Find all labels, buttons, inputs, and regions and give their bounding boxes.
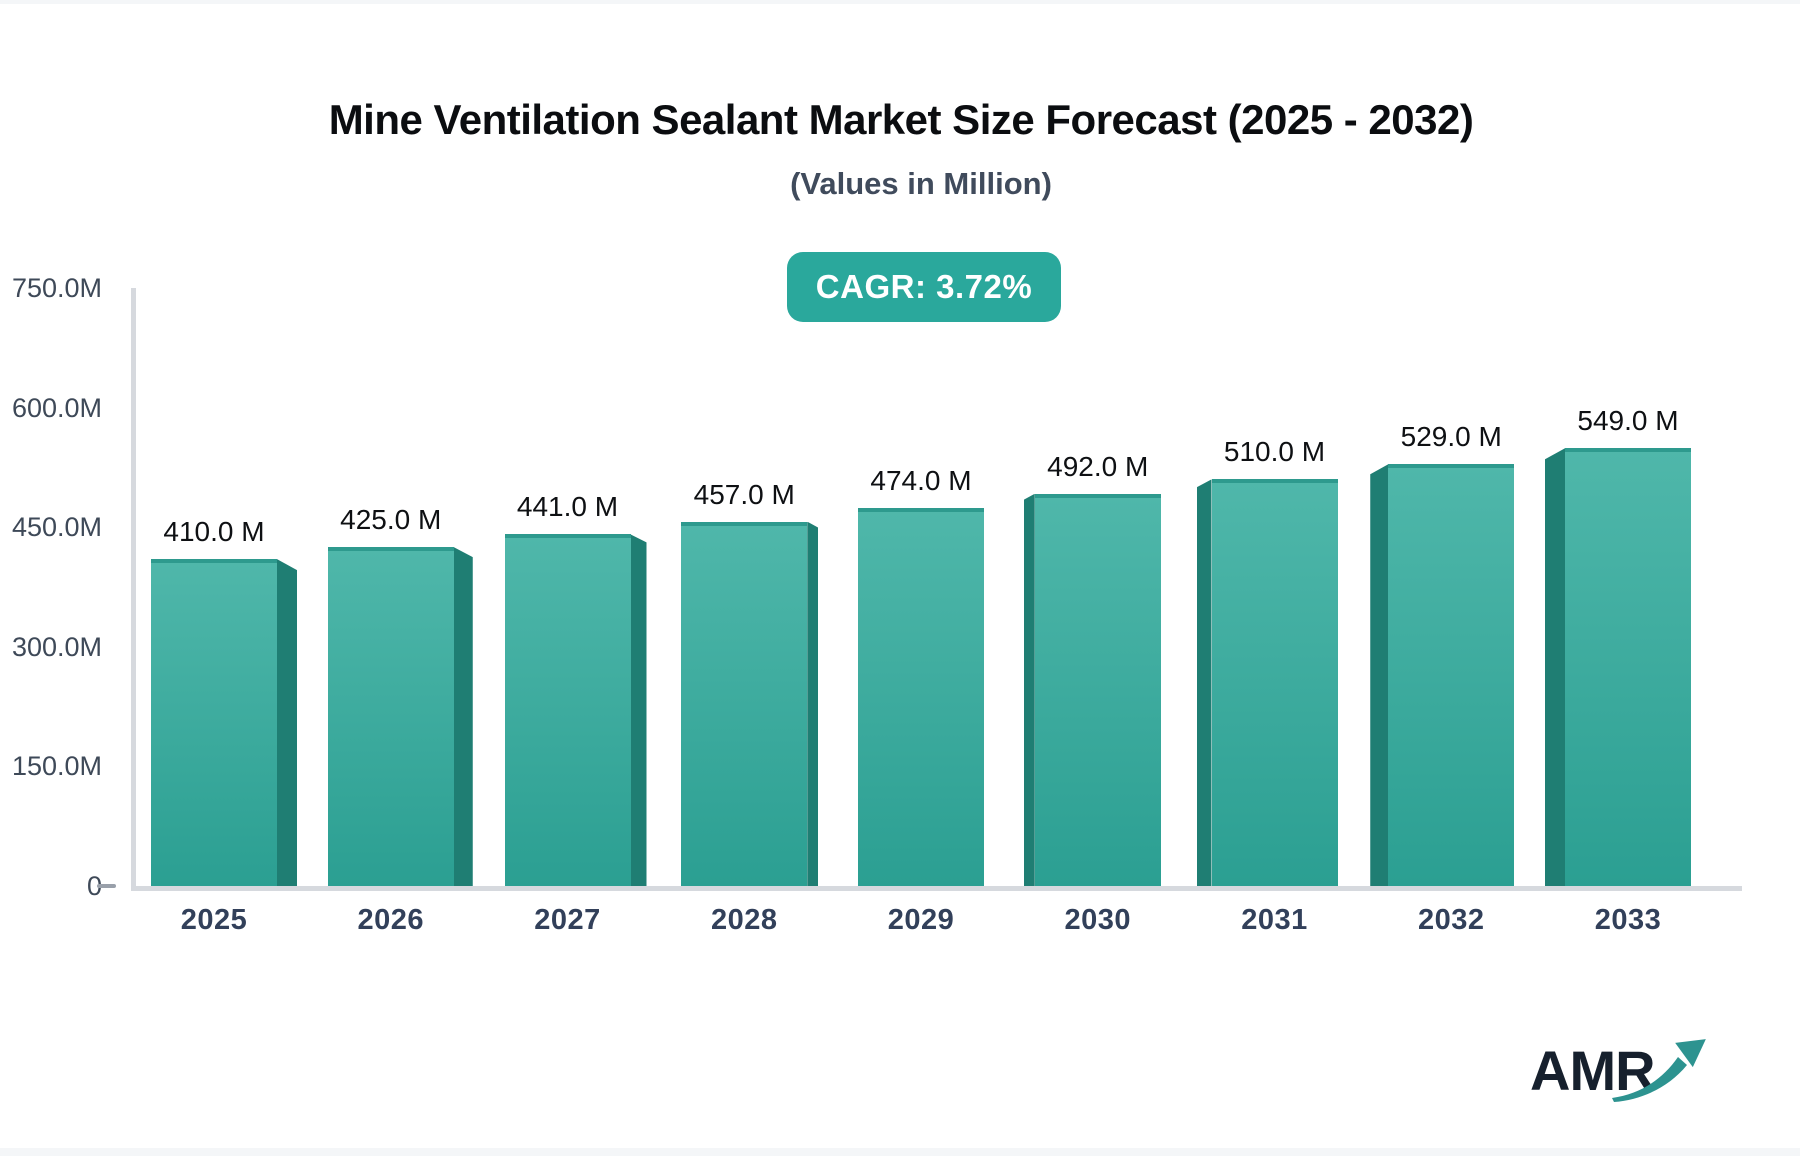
bar[interactable] — [1388, 464, 1515, 886]
bar-value-label: 510.0 M — [1223, 436, 1326, 468]
x-axis-category-label: 2027 — [534, 904, 601, 936]
bar[interactable] — [504, 534, 631, 886]
bar-value-label: 492.0 M — [1047, 450, 1149, 482]
bar-3d-side — [807, 521, 819, 886]
bar-value-label: 549.0 M — [1577, 405, 1679, 437]
amr-logo: AMR — [1530, 1039, 1706, 1102]
x-axis-category-label: 2030 — [1064, 904, 1131, 936]
x-axis-category-label: 2029 — [887, 904, 955, 936]
x-axis-category-label: 2025 — [180, 904, 248, 936]
x-axis-category-label: 2031 — [1241, 904, 1308, 936]
bar-3d-side — [1196, 479, 1212, 886]
chart-subtitle: (Values in Million) — [790, 166, 1052, 201]
y-axis-tick-label: 600.0M — [11, 392, 102, 423]
y-axis-tick-label: 150.0M — [11, 751, 102, 782]
bar-3d-side — [277, 559, 297, 886]
bar[interactable] — [1034, 493, 1161, 886]
bar[interactable] — [858, 508, 984, 886]
bar-3d-side — [453, 547, 473, 886]
bar-value-label: 474.0 M — [870, 465, 972, 497]
bar-3d-side — [1023, 493, 1035, 886]
bar[interactable] — [327, 547, 454, 886]
x-axis-category-label: 2026 — [357, 904, 424, 936]
bar[interactable] — [1565, 448, 1691, 886]
bar-3d-side — [1370, 464, 1389, 886]
bar-3d-side — [630, 534, 647, 886]
bar-value-label: 529.0 M — [1400, 421, 1502, 453]
zero-tick-mark — [97, 884, 116, 888]
chart-title: Mine Ventilation Sealant Market Size For… — [328, 96, 1474, 143]
bar[interactable] — [151, 559, 277, 886]
y-axis-tick-label: 300.0M — [11, 631, 102, 662]
x-axis-category-label: 2033 — [1594, 904, 1662, 936]
x-axis-category-label: 2032 — [1417, 904, 1485, 936]
x-axis-category-label: 2028 — [710, 904, 778, 936]
bar-value-label: 457.0 M — [693, 478, 795, 510]
x-axis-line — [131, 886, 1742, 891]
y-axis-tick-label: 0 — [86, 871, 102, 901]
bar-3d-side — [1545, 448, 1565, 886]
y-axis-line — [131, 288, 136, 886]
bar-value-label: 425.0 M — [340, 504, 442, 536]
amr-logo-arrow-head — [1675, 1039, 1706, 1068]
amr-logo-arrow-swoosh — [1612, 1057, 1687, 1102]
cagr-badge-label: CAGR: 3.72% — [815, 268, 1033, 305]
bar[interactable] — [681, 521, 808, 886]
bar-value-label: 410.0 M — [163, 516, 265, 548]
y-axis-tick-label: 450.0M — [11, 512, 102, 543]
bar[interactable] — [1211, 479, 1338, 886]
y-axis-tick-label: 750.0M — [11, 273, 102, 303]
amr-logo-text: AMR — [1530, 1039, 1655, 1102]
cagr-badge: CAGR: 3.72% — [787, 252, 1061, 322]
bar-value-label: 441.0 M — [516, 491, 619, 523]
